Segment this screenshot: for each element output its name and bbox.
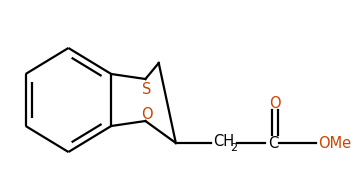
Text: S: S xyxy=(142,82,151,96)
Text: OMe: OMe xyxy=(318,136,351,151)
Text: 2: 2 xyxy=(230,143,237,153)
Text: C: C xyxy=(268,136,278,151)
Text: O: O xyxy=(269,96,280,111)
Text: CH: CH xyxy=(213,134,234,149)
Text: O: O xyxy=(142,107,153,122)
